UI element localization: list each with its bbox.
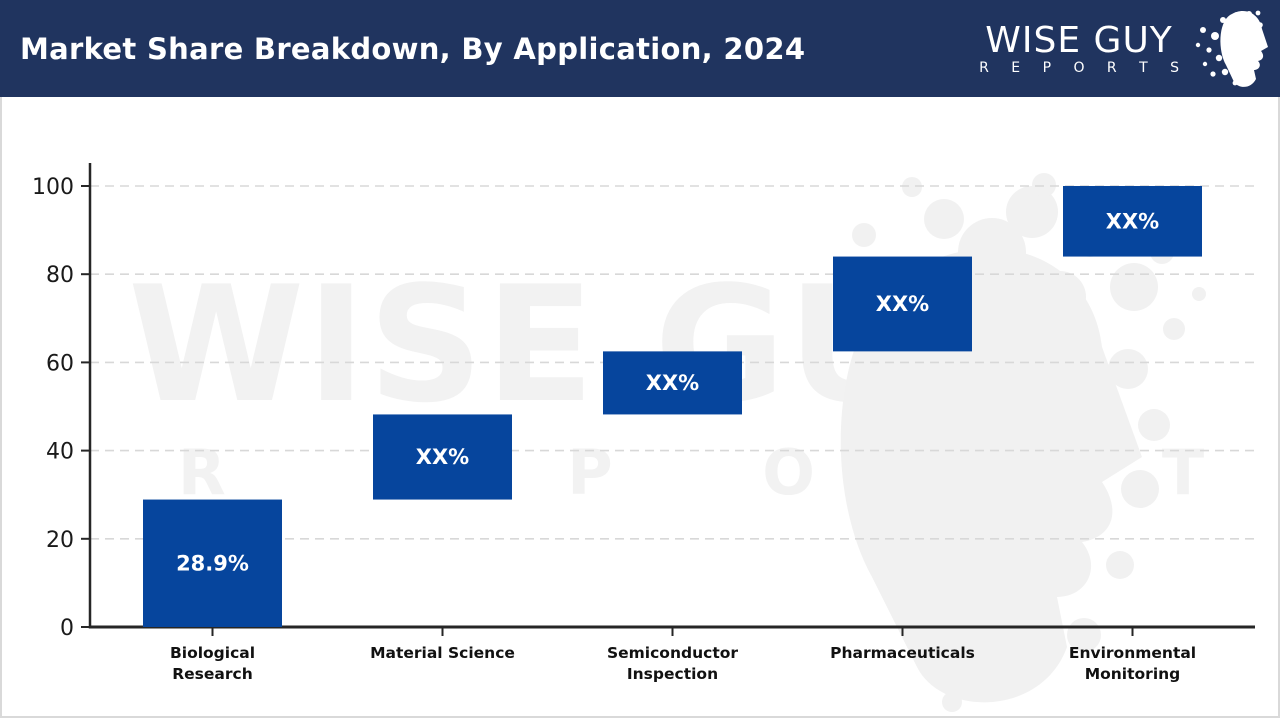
y-tick-label: 40: [46, 440, 74, 465]
category-label: Biological: [170, 644, 255, 662]
category-label: Pharmaceuticals: [830, 644, 975, 662]
bar-segment: [603, 351, 742, 415]
logo-subtitle: R E P O R T S: [979, 60, 1188, 77]
logo-text: WISE GUY R E P O R T S: [970, 19, 1188, 77]
y-tick-label: 100: [32, 175, 74, 200]
logo-head-dots-icon: [1195, 10, 1268, 87]
chart-canvas: WISE GUY R E P O R T S 02040608010028.9%…: [0, 97, 1280, 718]
y-tick-label: 0: [60, 616, 74, 641]
header-bar: Market Share Breakdown, By Application, …: [0, 0, 1280, 97]
y-tick-label: 20: [46, 528, 74, 553]
page-title: Market Share Breakdown, By Application, …: [20, 31, 806, 66]
y-tick-label: 80: [46, 263, 74, 288]
bar-value-label: XX%: [416, 445, 469, 469]
category-label: Environmental: [1069, 644, 1196, 662]
category-label: Inspection: [627, 665, 718, 683]
category-label: Monitoring: [1085, 665, 1181, 683]
bar-segment: [833, 256, 972, 352]
bar-value-label: XX%: [1106, 209, 1159, 233]
bar-segment: [1063, 186, 1202, 257]
category-label: Semiconductor: [607, 644, 738, 662]
bar-value-label: 28.9%: [176, 551, 249, 575]
bar-segment: [143, 499, 282, 627]
category-label: Material Science: [370, 644, 515, 662]
bar-value-label: XX%: [876, 292, 929, 316]
category-label: Research: [172, 665, 253, 683]
y-tick-label: 60: [46, 351, 74, 376]
waterfall-chart: 0 20 40 60 80 100 28.9% Biological Research XX% Ma…: [32, 163, 1255, 683]
bar-value-label: XX%: [646, 371, 699, 395]
logo-wordmark: WISE GUY: [985, 19, 1173, 61]
bar-segment: [373, 414, 512, 500]
wise-guy-reports-logo: WISE GUY R E P O R T S: [970, 4, 1270, 94]
